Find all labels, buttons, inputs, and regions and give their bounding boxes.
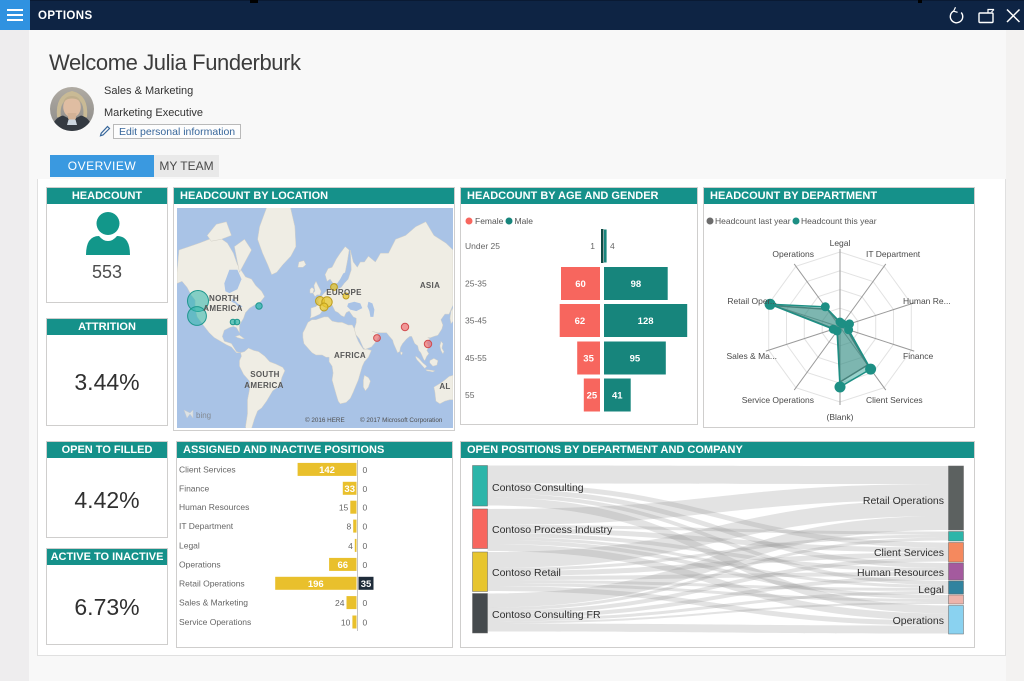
svg-text:EUROPE: EUROPE — [326, 288, 362, 297]
svg-text:SOUTH: SOUTH — [250, 370, 280, 379]
svg-text:NORTH: NORTH — [209, 294, 239, 303]
svg-text:ASIA: ASIA — [420, 281, 440, 290]
svg-text:© 2016 HERE: © 2016 HERE — [305, 416, 345, 424]
svg-text:AL: AL — [439, 382, 450, 391]
svg-text:AMERICA: AMERICA — [244, 381, 283, 390]
svg-text:AMERICA: AMERICA — [203, 304, 242, 313]
svg-text:AFRICA: AFRICA — [334, 351, 366, 360]
svg-text:bing: bing — [196, 411, 211, 420]
svg-text:© 2017 Microsoft Corporation: © 2017 Microsoft Corporation — [360, 416, 443, 424]
